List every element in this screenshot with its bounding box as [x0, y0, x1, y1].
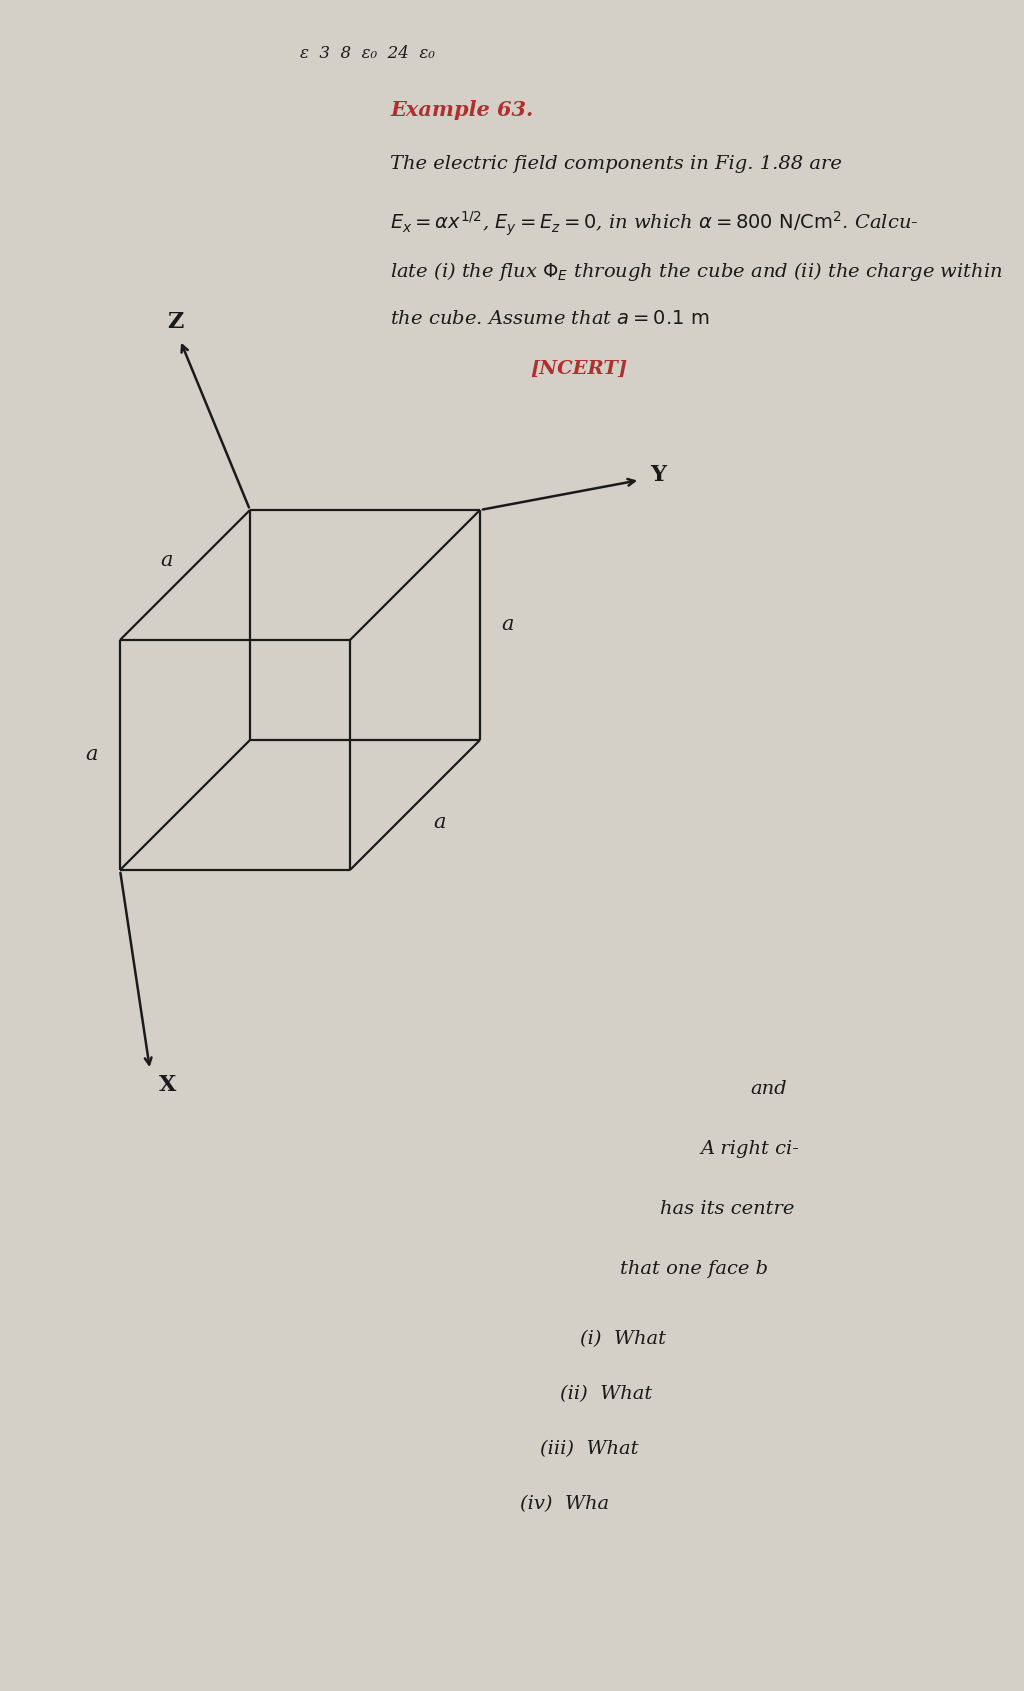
Text: Z: Z: [167, 311, 183, 333]
Text: Y: Y: [650, 463, 666, 485]
Text: $E_x = \alpha x^{1/2}$, $E_y = E_z = 0$, in which $\alpha = 800\ \mathrm{N / Cm^: $E_x = \alpha x^{1/2}$, $E_y = E_z = 0$,…: [390, 210, 919, 238]
Text: A right ci-: A right ci-: [700, 1140, 799, 1158]
Text: [NCERT]: [NCERT]: [530, 360, 627, 379]
Text: (ii)  What: (ii) What: [560, 1385, 652, 1404]
Text: Example 63.: Example 63.: [390, 100, 534, 120]
Text: that one face b: that one face b: [620, 1260, 768, 1278]
Text: (i)  What: (i) What: [580, 1331, 666, 1348]
Text: (iv)  Wha: (iv) Wha: [520, 1495, 609, 1513]
Text: ε  3  8  ε₀  24  ε₀: ε 3 8 ε₀ 24 ε₀: [300, 46, 435, 63]
Text: a: a: [502, 616, 514, 634]
Text: the cube. Assume that $a = 0.1\ \mathrm{m}$: the cube. Assume that $a = 0.1\ \mathrm{…: [390, 309, 710, 328]
Text: has its centre: has its centre: [660, 1201, 795, 1218]
Text: (iii)  What: (iii) What: [540, 1441, 639, 1458]
Text: X: X: [160, 1074, 177, 1096]
Text: The electric field components in Fig. 1.88 are: The electric field components in Fig. 1.…: [390, 156, 842, 172]
Text: late (i) the flux $\Phi_E$ through the cube and (ii) the charge within: late (i) the flux $\Phi_E$ through the c…: [390, 260, 1002, 282]
Text: a: a: [434, 813, 446, 832]
Text: a: a: [161, 551, 173, 570]
Text: a: a: [86, 746, 98, 764]
Text: and: and: [750, 1081, 786, 1097]
